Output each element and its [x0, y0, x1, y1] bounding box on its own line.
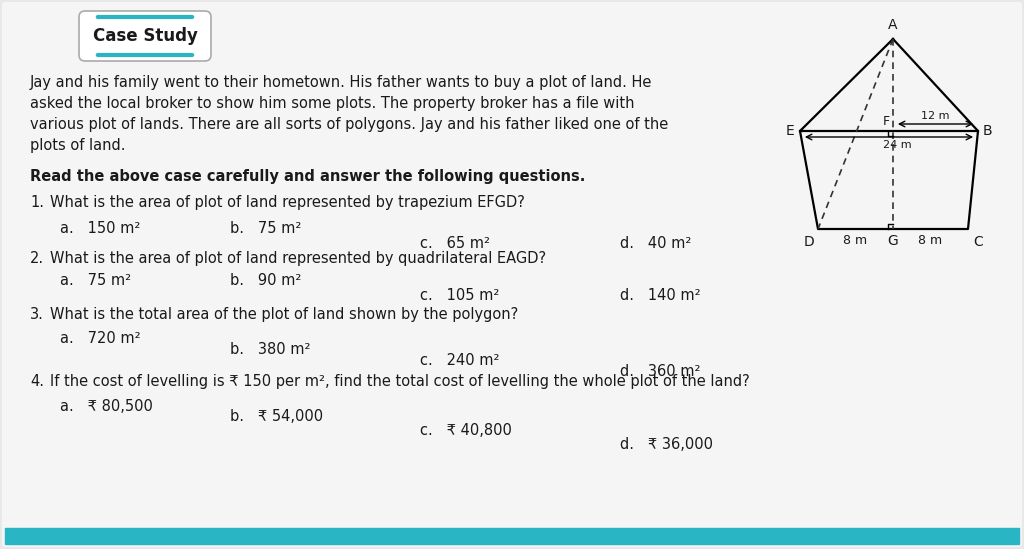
- Text: 8 m: 8 m: [843, 234, 867, 247]
- Text: Read the above case carefully and answer the following questions.: Read the above case carefully and answer…: [30, 169, 586, 184]
- FancyBboxPatch shape: [79, 11, 211, 61]
- Text: D: D: [803, 235, 814, 249]
- Text: a.   720 m²: a. 720 m²: [60, 331, 140, 346]
- Text: Jay and his family went to their hometown. His father wants to buy a plot of lan: Jay and his family went to their hometow…: [30, 75, 652, 90]
- Text: b.   380 m²: b. 380 m²: [230, 342, 310, 357]
- Text: 12 m: 12 m: [921, 111, 949, 121]
- Text: b.   75 m²: b. 75 m²: [230, 221, 301, 236]
- Bar: [5, 528, 1019, 544]
- Text: F: F: [883, 115, 890, 128]
- Text: 24 m: 24 m: [883, 140, 911, 150]
- Text: c.   ₹ 40,800: c. ₹ 40,800: [420, 423, 512, 438]
- Text: What is the area of plot of land represented by quadrilateral EAGD?: What is the area of plot of land represe…: [50, 251, 546, 266]
- Text: d.   360 m²: d. 360 m²: [620, 364, 700, 379]
- Text: 4.: 4.: [30, 374, 44, 389]
- Text: asked the local broker to show him some plots. The property broker has a file wi: asked the local broker to show him some …: [30, 96, 635, 111]
- Text: c.   240 m²: c. 240 m²: [420, 353, 500, 368]
- Text: c.   65 m²: c. 65 m²: [420, 236, 490, 251]
- Text: various plot of lands. There are all sorts of polygons. Jay and his father liked: various plot of lands. There are all sor…: [30, 117, 669, 132]
- Text: 8 m: 8 m: [918, 234, 942, 247]
- Text: If the cost of levelling is ₹ 150 per m², find the total cost of levelling the w: If the cost of levelling is ₹ 150 per m²…: [50, 374, 750, 389]
- Text: a.   ₹ 80,500: a. ₹ 80,500: [60, 399, 153, 414]
- Text: 3.: 3.: [30, 307, 44, 322]
- Text: c.   105 m²: c. 105 m²: [420, 288, 500, 303]
- Text: What is the area of plot of land represented by trapezium EFGD?: What is the area of plot of land represe…: [50, 195, 525, 210]
- Text: What is the total area of the plot of land shown by the polygon?: What is the total area of the plot of la…: [50, 307, 518, 322]
- Text: A: A: [888, 18, 898, 32]
- Text: Case Study: Case Study: [92, 27, 198, 45]
- Text: plots of land.: plots of land.: [30, 138, 126, 153]
- Text: d.   40 m²: d. 40 m²: [620, 236, 691, 251]
- Text: a.   75 m²: a. 75 m²: [60, 273, 131, 288]
- Text: b.   ₹ 54,000: b. ₹ 54,000: [230, 409, 324, 424]
- Text: b.   90 m²: b. 90 m²: [230, 273, 301, 288]
- Text: G: G: [888, 234, 898, 248]
- Text: 1.: 1.: [30, 195, 44, 210]
- Text: d.   140 m²: d. 140 m²: [620, 288, 700, 303]
- Text: d.   ₹ 36,000: d. ₹ 36,000: [620, 437, 713, 452]
- Text: C: C: [973, 235, 983, 249]
- Text: a.   150 m²: a. 150 m²: [60, 221, 140, 236]
- Text: 2.: 2.: [30, 251, 44, 266]
- Text: E: E: [785, 124, 794, 138]
- Text: B: B: [983, 124, 992, 138]
